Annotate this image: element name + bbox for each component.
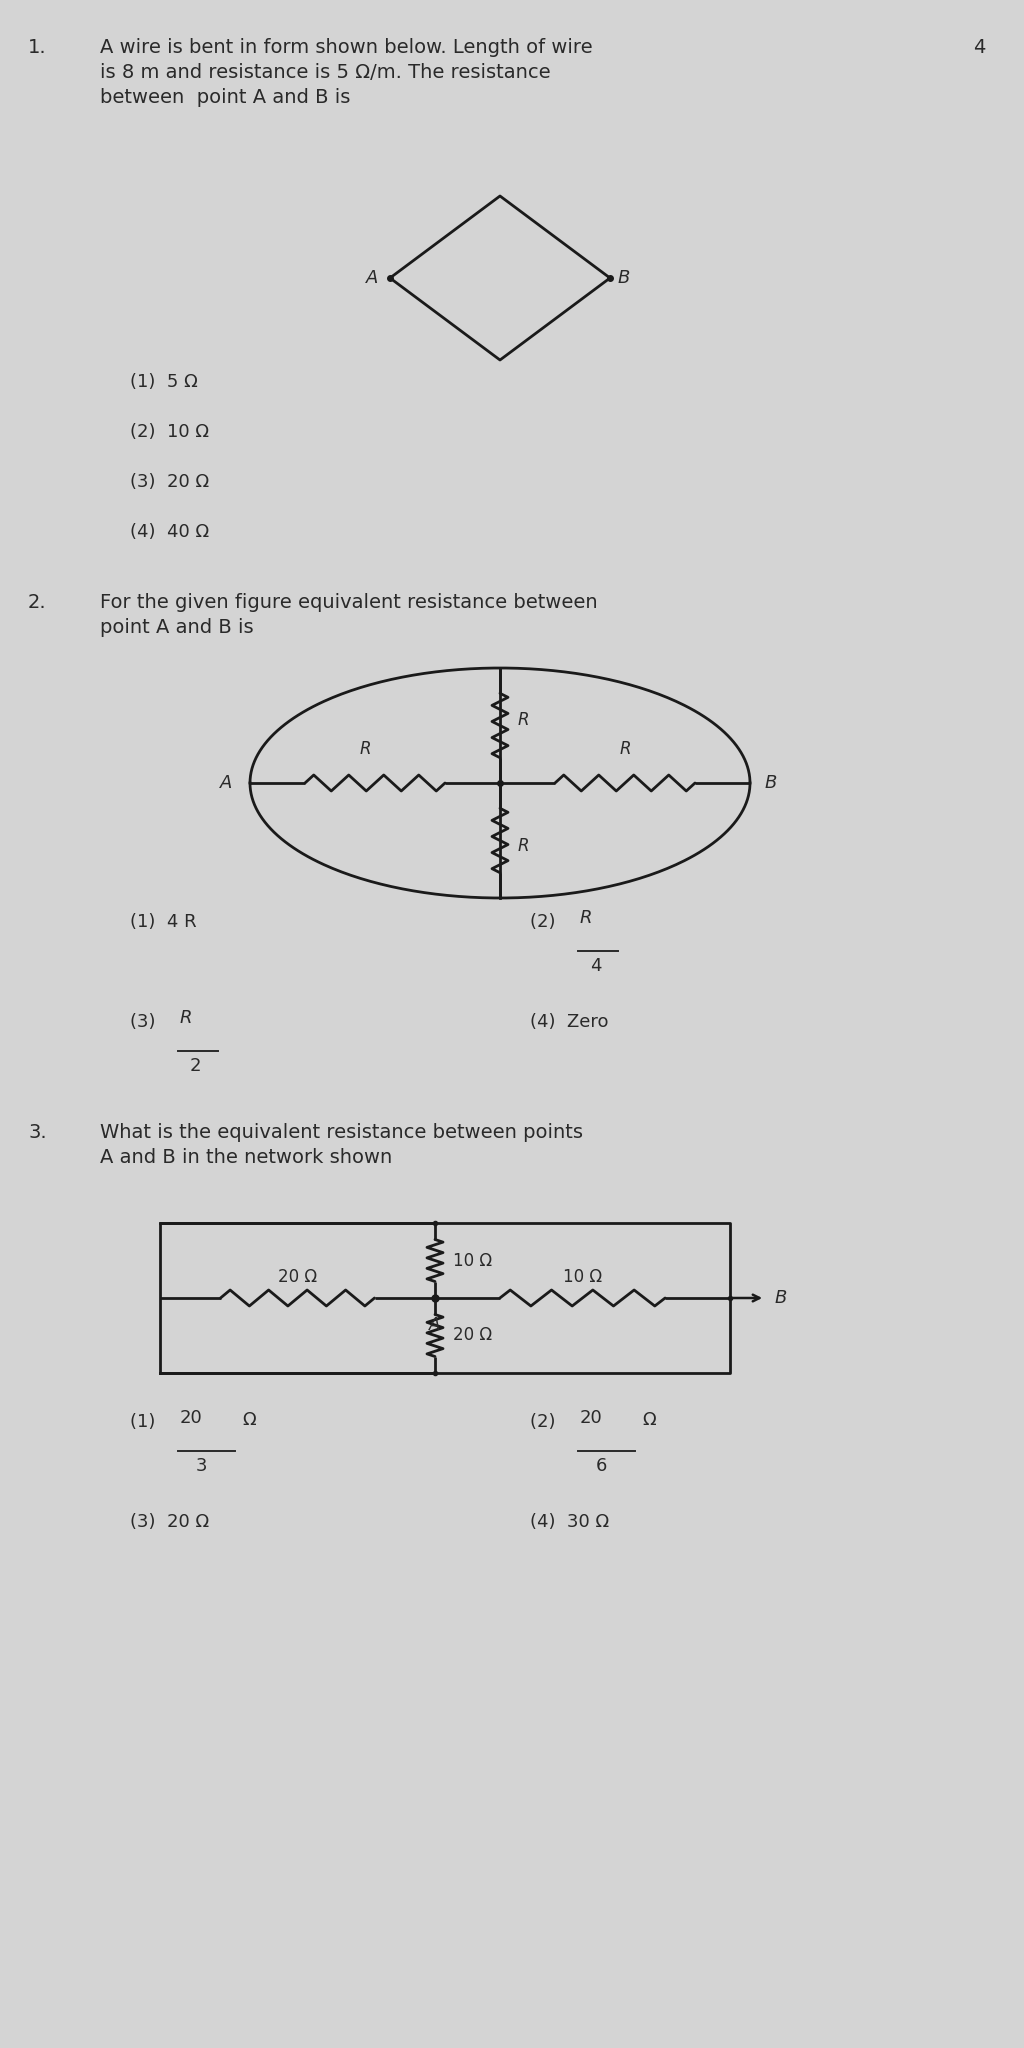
Text: (2): (2)	[530, 913, 567, 932]
Text: A: A	[219, 774, 232, 793]
Text: R: R	[180, 1010, 193, 1026]
Text: (4)  40 Ω: (4) 40 Ω	[130, 522, 209, 541]
Text: A: A	[366, 268, 378, 287]
Text: Ω: Ω	[642, 1411, 655, 1430]
Text: B: B	[765, 774, 777, 793]
Text: 1.: 1.	[28, 39, 47, 57]
Text: R: R	[518, 711, 529, 729]
Text: (1)  4 R: (1) 4 R	[130, 913, 197, 932]
Text: 4: 4	[973, 39, 985, 57]
Text: A wire is bent in form shown below. Length of wire
is 8 m and resistance is 5 Ω/: A wire is bent in form shown below. Leng…	[100, 39, 593, 106]
Text: (4)  30 Ω: (4) 30 Ω	[530, 1513, 609, 1532]
Text: R: R	[518, 836, 529, 854]
Text: R: R	[359, 739, 371, 758]
Text: (3): (3)	[130, 1014, 167, 1030]
Text: (4)  Zero: (4) Zero	[530, 1014, 608, 1030]
Text: B: B	[775, 1288, 787, 1307]
Text: 20: 20	[180, 1409, 203, 1427]
Text: 20 Ω: 20 Ω	[453, 1327, 493, 1343]
Text: (2)  10 Ω: (2) 10 Ω	[130, 424, 209, 440]
Text: R: R	[580, 909, 593, 928]
Text: 3: 3	[196, 1456, 208, 1475]
Text: For the given figure equivalent resistance between
point A and B is: For the given figure equivalent resistan…	[100, 594, 598, 637]
Text: A: A	[429, 1317, 440, 1333]
Text: 3.: 3.	[28, 1122, 47, 1143]
Text: 20 Ω: 20 Ω	[278, 1268, 317, 1286]
Text: 2: 2	[190, 1057, 202, 1075]
Text: (1): (1)	[130, 1413, 167, 1432]
Text: What is the equivalent resistance between points
A and B in the network shown: What is the equivalent resistance betwee…	[100, 1122, 583, 1167]
Text: 2.: 2.	[28, 594, 47, 612]
Text: 10 Ω: 10 Ω	[563, 1268, 602, 1286]
Text: 20: 20	[580, 1409, 603, 1427]
Text: 10 Ω: 10 Ω	[453, 1251, 493, 1270]
Text: 6: 6	[596, 1456, 607, 1475]
Text: B: B	[618, 268, 631, 287]
Text: Ω: Ω	[242, 1411, 256, 1430]
Text: 4: 4	[590, 956, 601, 975]
Text: R: R	[620, 739, 631, 758]
Text: (3)  20 Ω: (3) 20 Ω	[130, 473, 209, 492]
Text: (3)  20 Ω: (3) 20 Ω	[130, 1513, 209, 1532]
Text: (2): (2)	[530, 1413, 567, 1432]
Text: (1)  5 Ω: (1) 5 Ω	[130, 373, 198, 391]
